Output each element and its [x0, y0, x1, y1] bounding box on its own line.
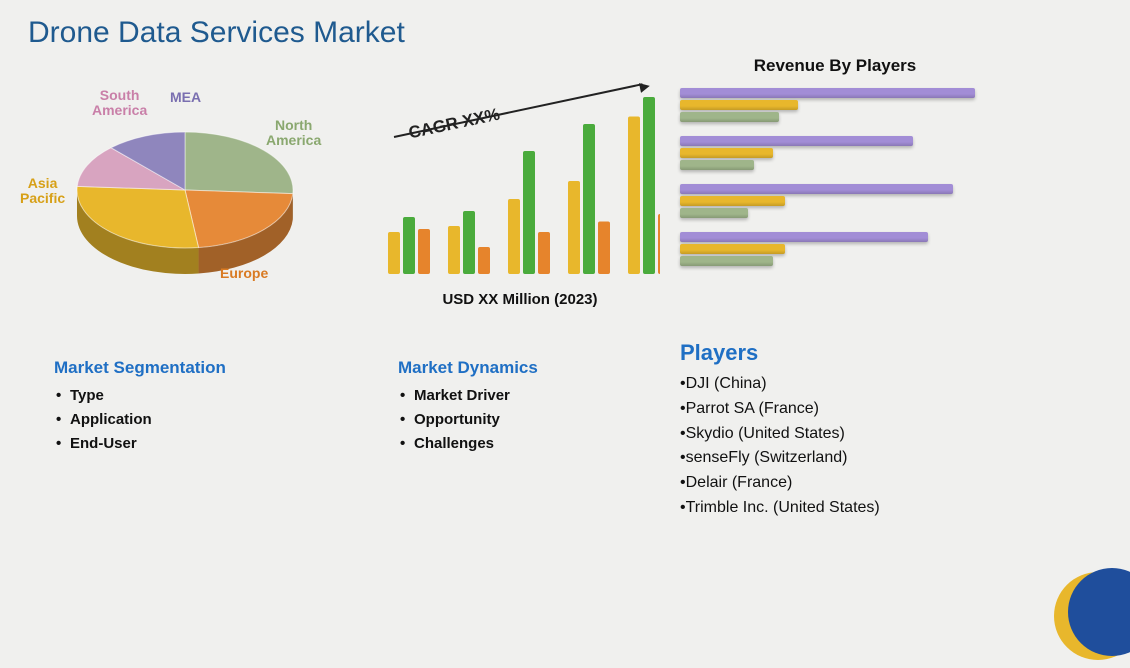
- bar: [478, 247, 490, 274]
- segmentation-item: Type: [70, 384, 314, 408]
- bar: [538, 232, 550, 274]
- pie-label: SouthAmerica: [92, 88, 147, 119]
- dynamics-item: Market Driver: [414, 384, 658, 408]
- pie-label: AsiaPacific: [20, 176, 65, 207]
- bar: [463, 211, 475, 274]
- player-item: Parrot SA (France): [680, 397, 1000, 422]
- revenue-bar: [680, 184, 953, 194]
- revenue-title: Revenue By Players: [680, 56, 990, 76]
- bar: [658, 214, 660, 274]
- revenue-bar: [680, 208, 748, 218]
- bar: [568, 181, 580, 274]
- players-heading: Players: [680, 340, 1000, 366]
- player-item: Skydio (United States): [680, 422, 1000, 447]
- bar: [628, 117, 640, 275]
- player-item: senseFly (Switzerland): [680, 446, 1000, 471]
- pie-label: Europe: [220, 266, 268, 281]
- revenue-bar: [680, 232, 928, 242]
- revenue-bar: [680, 256, 773, 266]
- bar: [643, 97, 655, 274]
- market-dynamics: Market Dynamics Market DriverOpportunity…: [398, 358, 658, 456]
- players-section: Players DJI (China)Parrot SA (France)Sky…: [680, 340, 1000, 521]
- revenue-bar: [680, 160, 754, 170]
- revenue-bar: [680, 244, 785, 254]
- region-pie-chart: NorthAmerica Europe AsiaPacific SouthAmeric…: [20, 80, 350, 300]
- bar: [388, 232, 400, 274]
- bar: [523, 151, 535, 274]
- segmentation-heading: Market Segmentation: [54, 358, 314, 378]
- revenue-bar: [680, 196, 785, 206]
- player-item: DJI (China): [680, 372, 1000, 397]
- revenue-bar: [680, 148, 773, 158]
- bar-caption: USD XX Million (2023): [380, 291, 660, 308]
- logo-icon: [1050, 558, 1130, 668]
- revenue-bar: [680, 100, 798, 110]
- bar: [508, 199, 520, 274]
- revenue-bar: [680, 112, 779, 122]
- revenue-row: [680, 184, 990, 218]
- bar: [598, 222, 610, 275]
- bar: [583, 124, 595, 274]
- player-item: Trimble Inc. (United States): [680, 496, 1000, 521]
- revenue-bar: [680, 136, 913, 146]
- segmentation-item: End-User: [70, 432, 314, 456]
- bar: [448, 226, 460, 274]
- pie-label: NorthAmerica: [266, 118, 321, 149]
- dynamics-item: Challenges: [414, 432, 658, 456]
- pie-label: MEA: [170, 90, 201, 105]
- revenue-bar: [680, 88, 975, 98]
- market-segmentation: Market Segmentation TypeApplicationEnd-U…: [54, 358, 314, 456]
- revenue-by-players: Revenue By Players: [680, 56, 990, 280]
- player-item: Delair (France): [680, 471, 1000, 496]
- cagr-bar-chart: CAGR XX% USD XX Million (2023): [380, 78, 660, 308]
- revenue-row: [680, 136, 990, 170]
- revenue-row: [680, 232, 990, 266]
- bar: [403, 217, 415, 274]
- revenue-row: [680, 88, 990, 122]
- page-title: Drone Data Services Market: [28, 16, 405, 50]
- bar: [418, 229, 430, 274]
- dynamics-item: Opportunity: [414, 408, 658, 432]
- dynamics-heading: Market Dynamics: [398, 358, 658, 378]
- segmentation-item: Application: [70, 408, 314, 432]
